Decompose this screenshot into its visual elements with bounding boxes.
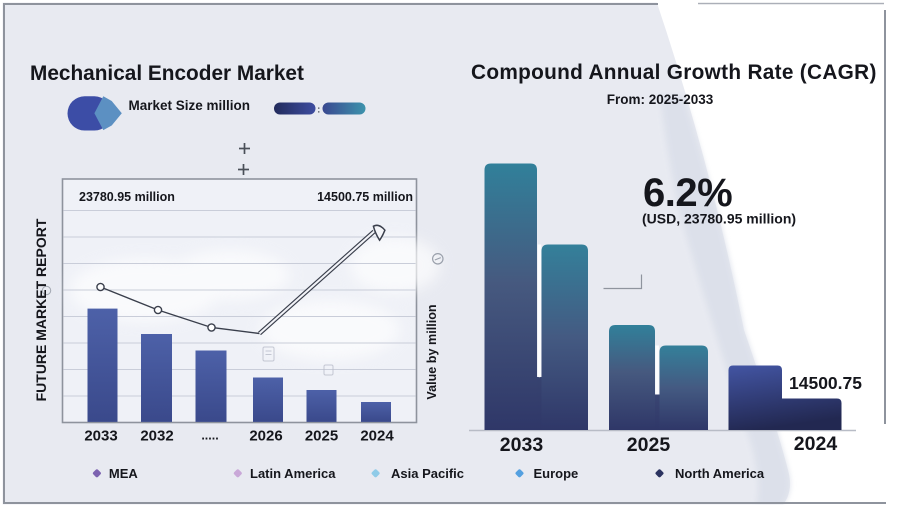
- svg-text:2024: 2024: [794, 433, 838, 455]
- svg-text:2032: 2032: [140, 428, 173, 445]
- svg-text:2033: 2033: [500, 434, 544, 456]
- svg-text:Latin America: Latin America: [250, 466, 336, 481]
- svg-text:23780.95 million: 23780.95 million: [79, 190, 175, 204]
- svg-text:MEA: MEA: [109, 466, 138, 481]
- svg-text:2024: 2024: [360, 428, 394, 445]
- svg-text:.....: .....: [201, 429, 218, 443]
- svg-text:2033: 2033: [84, 428, 117, 445]
- svg-text:From: 2025-2033: From: 2025-2033: [607, 92, 714, 107]
- svg-text:2026: 2026: [249, 428, 282, 445]
- svg-text:14500.75: 14500.75: [789, 373, 862, 393]
- svg-text:(USD, 23780.95 million): (USD, 23780.95 million): [642, 211, 796, 227]
- svg-text:Asia Pacific: Asia Pacific: [391, 466, 464, 481]
- svg-text:FUTURE MARKET REPORT: FUTURE MARKET REPORT: [33, 218, 49, 401]
- svg-text:Compound Annual Growth Rate (C: Compound Annual Growth Rate (CAGR): [471, 61, 877, 84]
- svg-text:Mechanical Encoder Market: Mechanical Encoder Market: [30, 62, 304, 85]
- svg-text:2025: 2025: [627, 434, 671, 456]
- svg-text::: :: [317, 105, 320, 115]
- svg-text:Value by million: Value by million: [425, 304, 439, 399]
- svg-text:6.2%: 6.2%: [643, 171, 732, 215]
- svg-text:14500.75 million: 14500.75 million: [317, 190, 413, 204]
- svg-text:Market Size million: Market Size million: [129, 98, 251, 113]
- svg-text:Europe: Europe: [534, 466, 579, 481]
- svg-text:2025: 2025: [305, 428, 338, 445]
- svg-text:North America: North America: [675, 466, 765, 481]
